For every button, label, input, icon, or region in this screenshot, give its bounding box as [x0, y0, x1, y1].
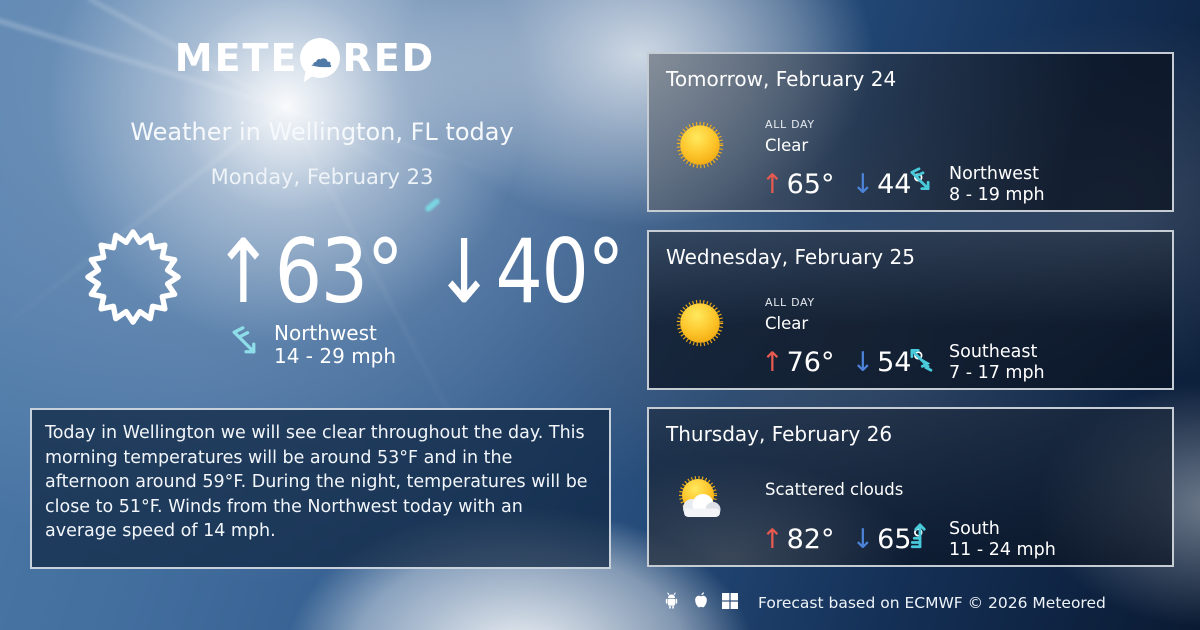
wind-speed: 14 - 29 mph — [274, 344, 397, 368]
condition-label: Scattered clouds — [765, 480, 904, 499]
wind-barb-northwest-icon — [226, 322, 262, 362]
forecast-card-thursday: Thursday, February 26 Scattered clouds ↑… — [647, 407, 1174, 567]
wind-speed: 11 - 24 mph — [949, 539, 1056, 560]
period-label: ALL DAY — [765, 118, 815, 131]
card-wind: Northwest 8 - 19 mph — [905, 164, 1045, 205]
wind-barb-northwest-icon — [905, 164, 935, 197]
wind-direction: Northwest — [274, 321, 377, 345]
card-wind: South 11 - 24 mph — [905, 519, 1056, 560]
card-temperatures: ↑ 65° ↓ 44° — [761, 170, 925, 200]
high-arrow-icon: ↑ — [761, 524, 784, 555]
low-arrow-icon: ↓ — [851, 169, 875, 200]
lens-flare — [424, 197, 441, 213]
condition-label: Clear — [765, 314, 809, 333]
high-temp: 63° — [274, 220, 404, 323]
sun-cloud-icon — [672, 472, 728, 528]
logo-text-left: METE — [174, 36, 299, 80]
wind-speed: 7 - 17 mph — [949, 362, 1045, 383]
meteored-logo: METE ☁ RED — [0, 36, 610, 80]
forecast-summary: Today in Wellington we will see clear th… — [30, 408, 611, 569]
attribution-text: Forecast based on ECMWF © 2026 Meteored — [758, 593, 1106, 612]
low-arrow-icon: ↓ — [851, 524, 875, 555]
high-temp: 76° — [786, 347, 835, 378]
page-title: Weather in Wellington, FL today — [130, 118, 514, 146]
wind-speed: 8 - 19 mph — [949, 184, 1045, 205]
condition-block: Scattered clouds — [765, 480, 903, 499]
android-icon — [663, 591, 680, 614]
windows-icon — [722, 592, 738, 613]
card-wind: Southeast 7 - 17 mph — [905, 342, 1045, 383]
high-temp: 82° — [786, 524, 835, 555]
wind-barb-southeast-icon — [905, 342, 935, 375]
wind-direction: Southeast — [949, 342, 1038, 362]
wind-barb-south-icon — [905, 519, 935, 552]
high-arrow-icon: ↑ — [761, 347, 784, 378]
footer: Forecast based on ECMWF © 2026 Meteored — [663, 591, 1106, 614]
today-high: ↑63° — [212, 220, 404, 323]
logo-text-right: RED — [342, 36, 436, 80]
cloud-bubble-icon: ☁ — [300, 38, 341, 78]
card-title: Wednesday, February 25 — [666, 245, 915, 269]
card-title: Tomorrow, February 24 — [666, 67, 897, 91]
wind-direction: South — [949, 519, 1000, 539]
condition-block: ALL DAY Clear — [765, 296, 815, 333]
card-temperatures: ↑ 76° ↓ 54° — [761, 348, 925, 378]
forecast-card-tomorrow: Tomorrow, February 24 ALL DAY Clear ↑ 65°… — [647, 52, 1174, 212]
sun-icon — [672, 295, 728, 351]
condition-block: ALL DAY Clear — [765, 118, 815, 155]
condition-label: Clear — [765, 136, 809, 155]
apple-icon — [693, 591, 709, 614]
high-temp: 65° — [786, 169, 835, 200]
today-temperatures: ↑63° ↓40° — [212, 220, 625, 323]
low-temp: 54° — [877, 347, 925, 378]
today-wind: Northwest 14 - 29 mph — [226, 322, 396, 368]
wind-direction: Northwest — [949, 164, 1040, 184]
sun-outline-icon — [84, 228, 182, 326]
page-date: Monday, February 23 — [210, 165, 434, 189]
high-arrow-icon: ↑ — [212, 220, 275, 323]
low-arrow-icon: ↓ — [851, 347, 875, 378]
low-temp: 40° — [495, 220, 624, 323]
card-temperatures: ↑ 82° ↓ 65° — [761, 525, 925, 555]
period-label: ALL DAY — [765, 296, 815, 309]
forecast-card-wednesday: Wednesday, February 25 ALL DAY Clear ↑ 76… — [647, 230, 1174, 390]
low-arrow-icon: ↓ — [432, 220, 496, 323]
sun-icon — [672, 117, 728, 173]
cloud-glyph: ☁ — [308, 45, 333, 73]
today-low: ↓40° — [432, 220, 625, 323]
high-arrow-icon: ↑ — [761, 169, 784, 200]
card-title: Thursday, February 26 — [666, 422, 893, 446]
